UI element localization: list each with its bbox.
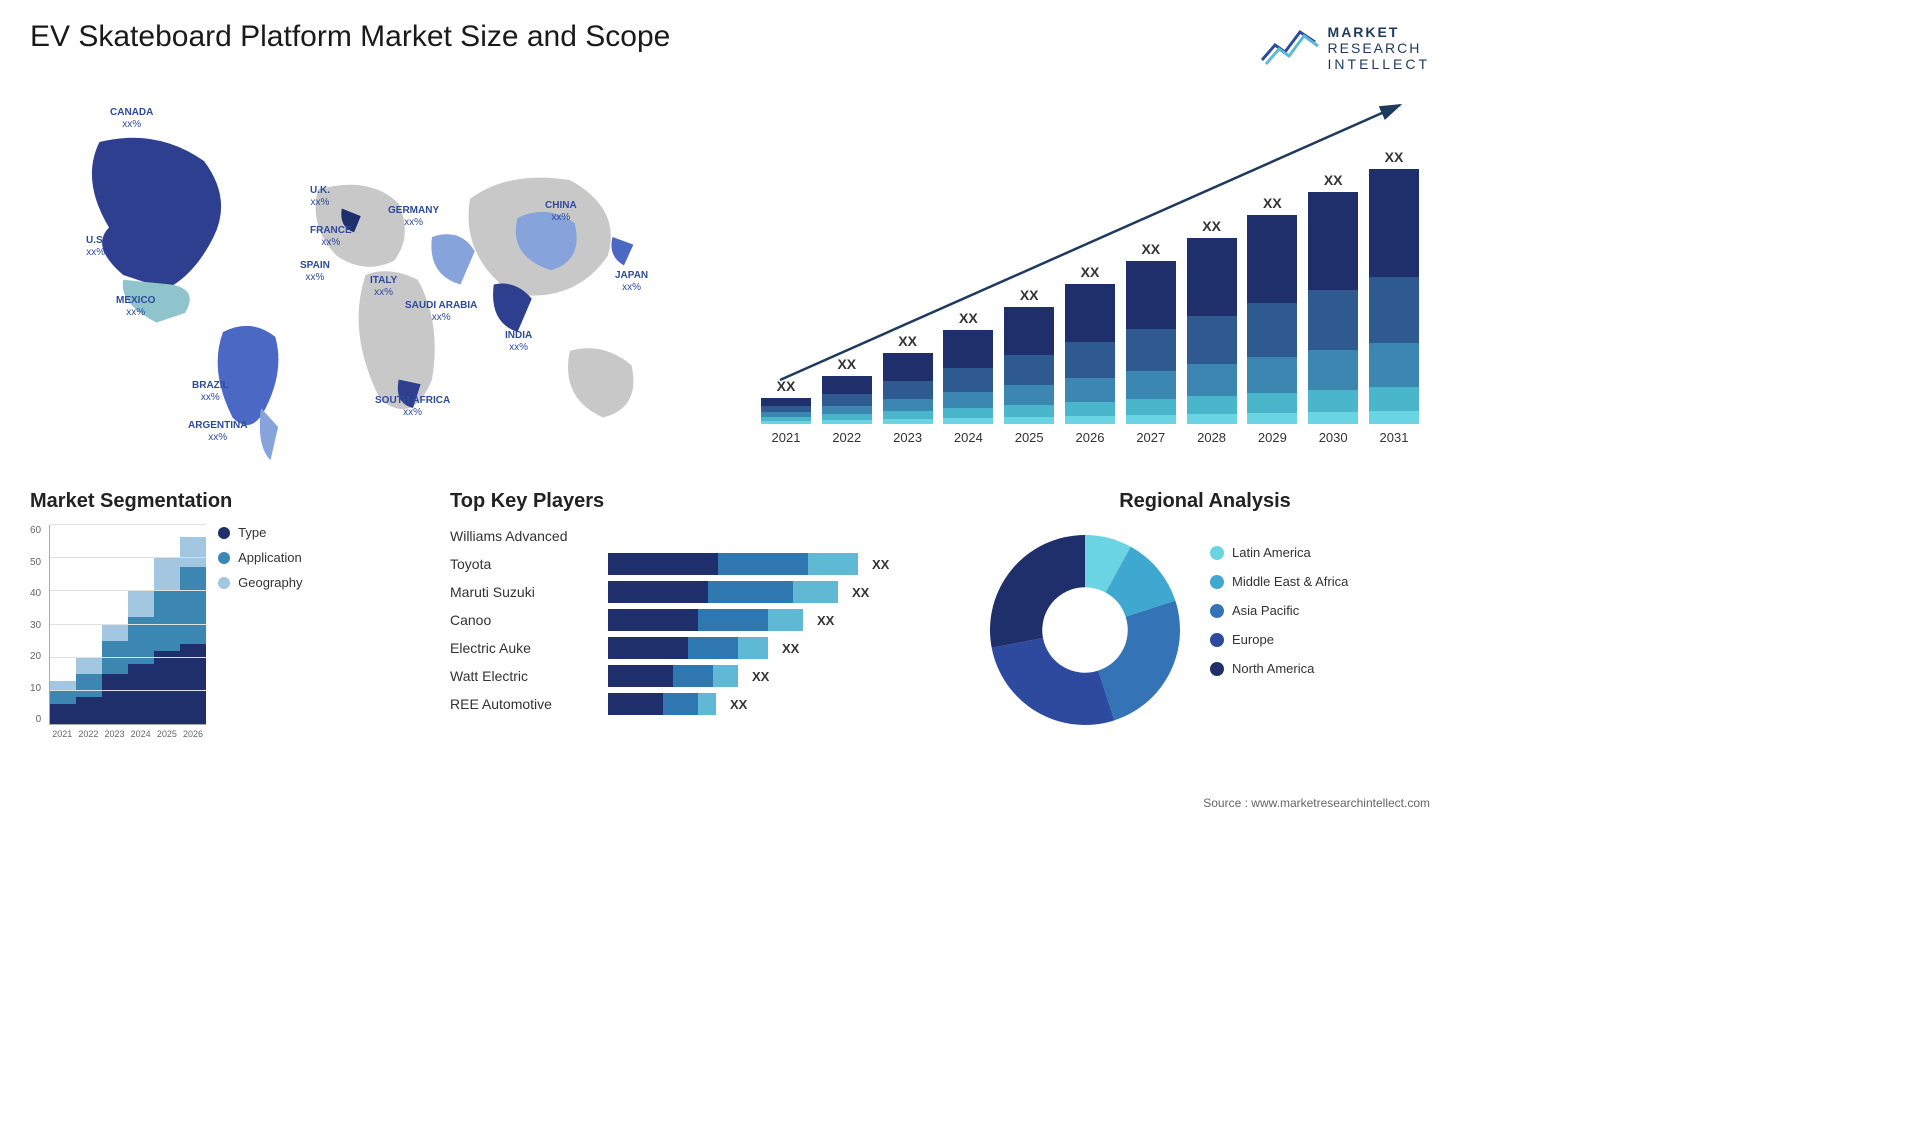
map-label: SAUDI ARABIAxx% [405,300,477,324]
map-label: FRANCExx% [310,225,352,249]
segmentation-title: Market Segmentation [30,490,430,513]
player-row: Maruti SuzukiXX [450,581,960,603]
legend-item: Asia Pacific [1210,603,1348,618]
player-row: REE AutomotiveXX [450,693,960,715]
legend-item: Europe [1210,632,1348,647]
regional-panel: Regional Analysis Latin America Middle Ea… [980,490,1430,770]
donut-slice [990,535,1085,648]
players-title: Top Key Players [450,490,960,513]
segmentation-legend: Type Application Geography [218,525,302,739]
world-map: CANADAxx% U.S.xx% MEXICOxx% BRAZILxx% ARGENT… [30,85,720,465]
map-label: U.K.xx% [310,185,330,209]
regional-donut [980,525,1190,735]
map-label: BRAZILxx% [192,380,229,404]
map-label: SPAINxx% [300,260,330,284]
player-row: Watt ElectricXX [450,665,960,687]
player-row: Electric AukeXX [450,637,960,659]
map-label: CANADAxx% [110,107,153,131]
logo-icon [1260,20,1320,75]
player-row: Williams Advanced [450,525,960,547]
seg-bar [102,624,128,724]
map-label: SOUTH AFRICAxx% [375,395,450,419]
map-label: U.S.xx% [86,235,105,259]
map-label: JAPANxx% [615,270,648,294]
map-label: CHINAxx% [545,200,577,224]
map-label: MEXICOxx% [116,295,155,319]
growth-bar-chart: XX2021XX2022XX2023XX2024XX2025XX2026XX20… [750,85,1430,465]
trend-arrow [750,85,1430,405]
regional-legend: Latin America Middle East & Africa Asia Pa… [1210,525,1348,735]
segmentation-panel: Market Segmentation 6050403020100 202120… [30,490,430,770]
legend-item: North America [1210,661,1348,676]
seg-bar [50,681,76,724]
logo-text: MARKET RESEARCH INTELLECT [1328,24,1430,72]
legend-item: Application [218,550,302,565]
brand-logo: MARKET RESEARCH INTELLECT [1260,20,1430,75]
seg-bar [180,537,206,724]
player-row: ToyotaXX [450,553,960,575]
legend-item: Geography [218,575,302,590]
legend-item: Latin America [1210,545,1348,560]
regional-title: Regional Analysis [980,490,1430,513]
map-label: ARGENTINAxx% [188,420,247,444]
source-attribution: Source : www.marketresearchintellect.com [1203,796,1430,810]
map-label: GERMANYxx% [388,205,439,229]
player-row: CanooXX [450,609,960,631]
map-label: ITALYxx% [370,275,397,299]
map-label: INDIAxx% [505,330,532,354]
legend-item: Middle East & Africa [1210,574,1348,589]
donut-slice [992,638,1115,725]
legend-item: Type [218,525,302,540]
top-players-panel: Top Key Players Williams Advanced ToyotaX… [450,490,960,770]
seg-bar [154,557,180,724]
donut-slice [1098,601,1180,721]
page-title: EV Skateboard Platform Market Size and S… [30,20,670,54]
